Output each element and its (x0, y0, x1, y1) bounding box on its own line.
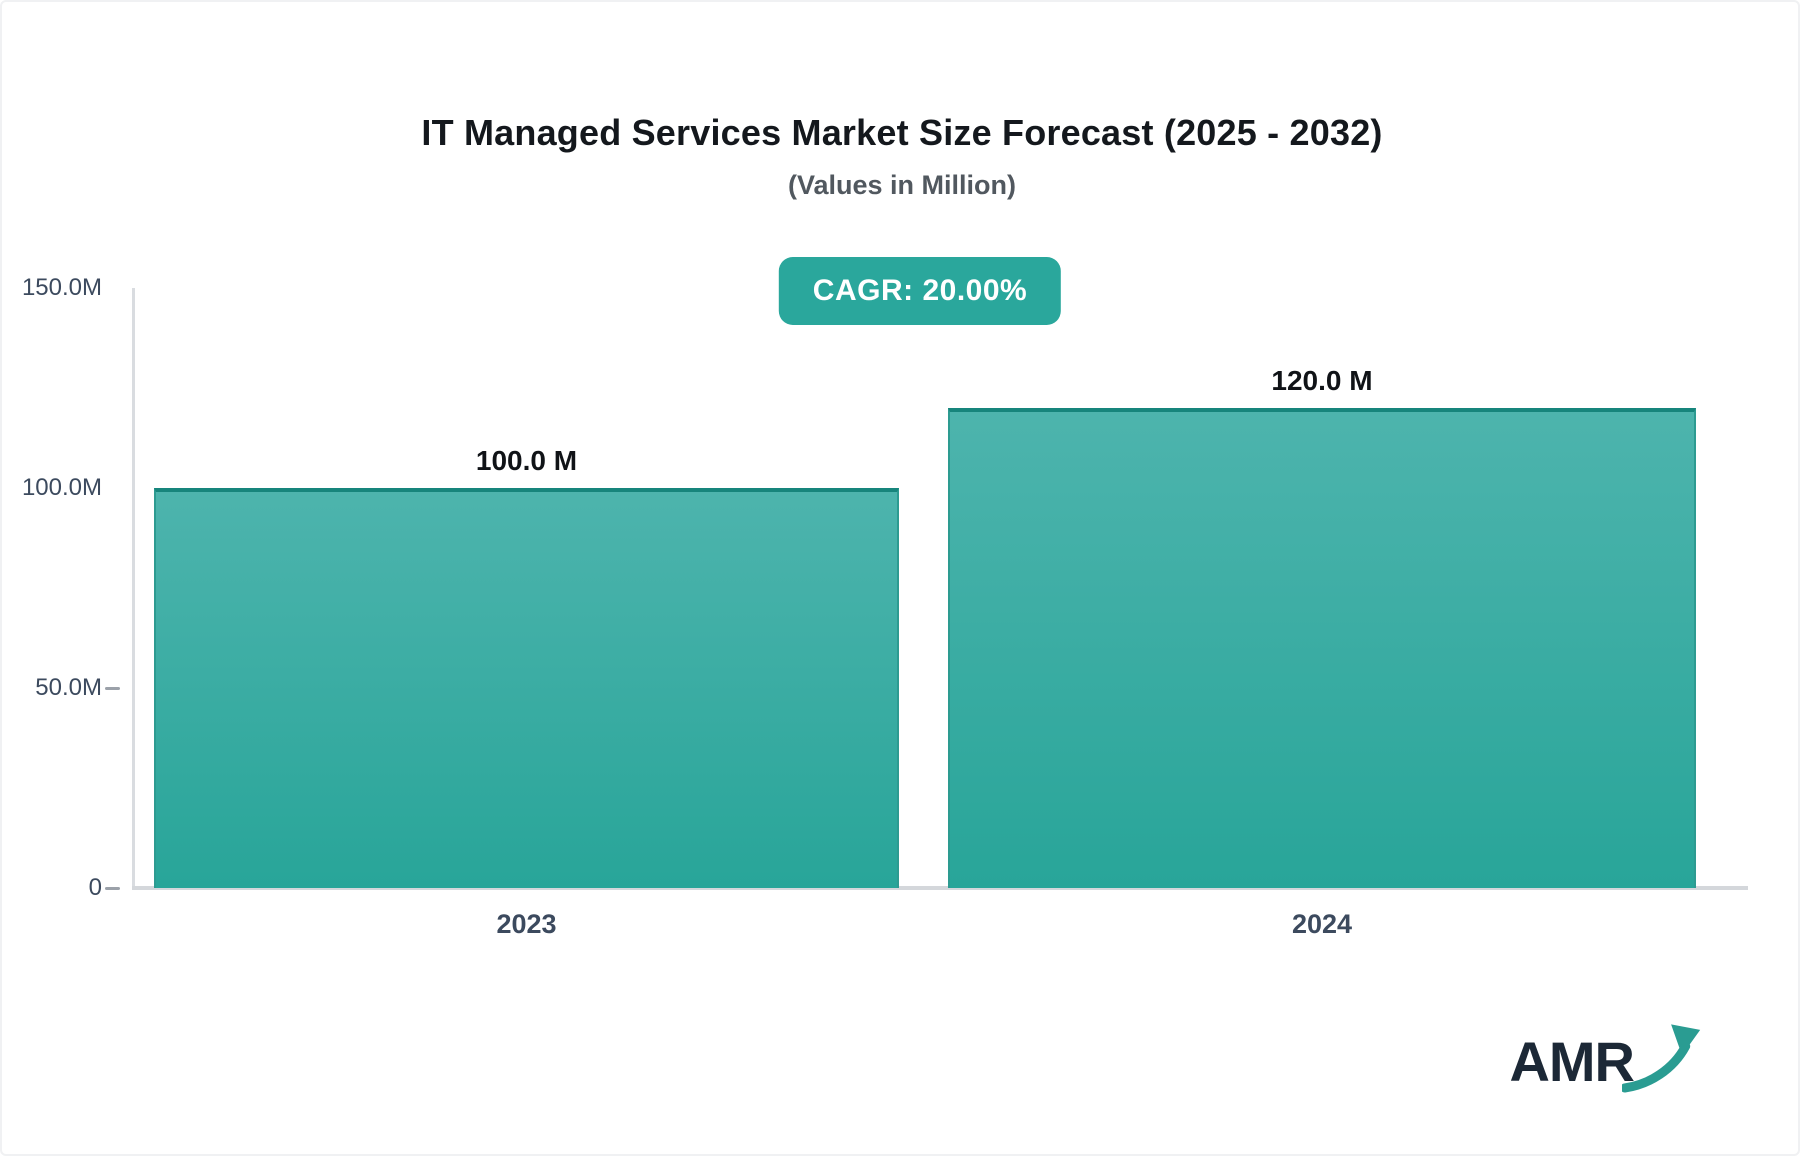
amr-logo-text: AMR (1509, 1029, 1635, 1093)
chart-subtitle: (Values in Million) (787, 170, 1017, 200)
y-axis-line (132, 288, 135, 889)
cagr-badge: CAGR: 20.00% (778, 257, 1062, 325)
y-axis-tick (105, 687, 120, 690)
bar-2023 (154, 488, 899, 888)
x-axis-label-2023: 2023 (496, 909, 557, 939)
y-axis-label-100.0M: 100.0M (21, 474, 102, 501)
bar-value-label-2023: 100.0 M (475, 445, 578, 476)
amr-logo: AMR (1509, 1022, 1702, 1100)
bar-value-label-2024: 120.0 M (1271, 365, 1373, 396)
y-axis-label-50.0M: 50.0M (35, 674, 102, 701)
bar-2024 (948, 408, 1696, 888)
y-axis-label-0: 0 (88, 874, 102, 901)
x-axis-label-2024: 2024 (1291, 909, 1353, 939)
y-axis-label-150.0M: 150.0M (21, 274, 102, 301)
x-axis-line (132, 886, 1748, 890)
growth-arrow-icon (1622, 1024, 1701, 1093)
y-axis-tick (105, 887, 120, 890)
chart-title: IT Managed Services Market Size Forecast… (421, 112, 1383, 153)
